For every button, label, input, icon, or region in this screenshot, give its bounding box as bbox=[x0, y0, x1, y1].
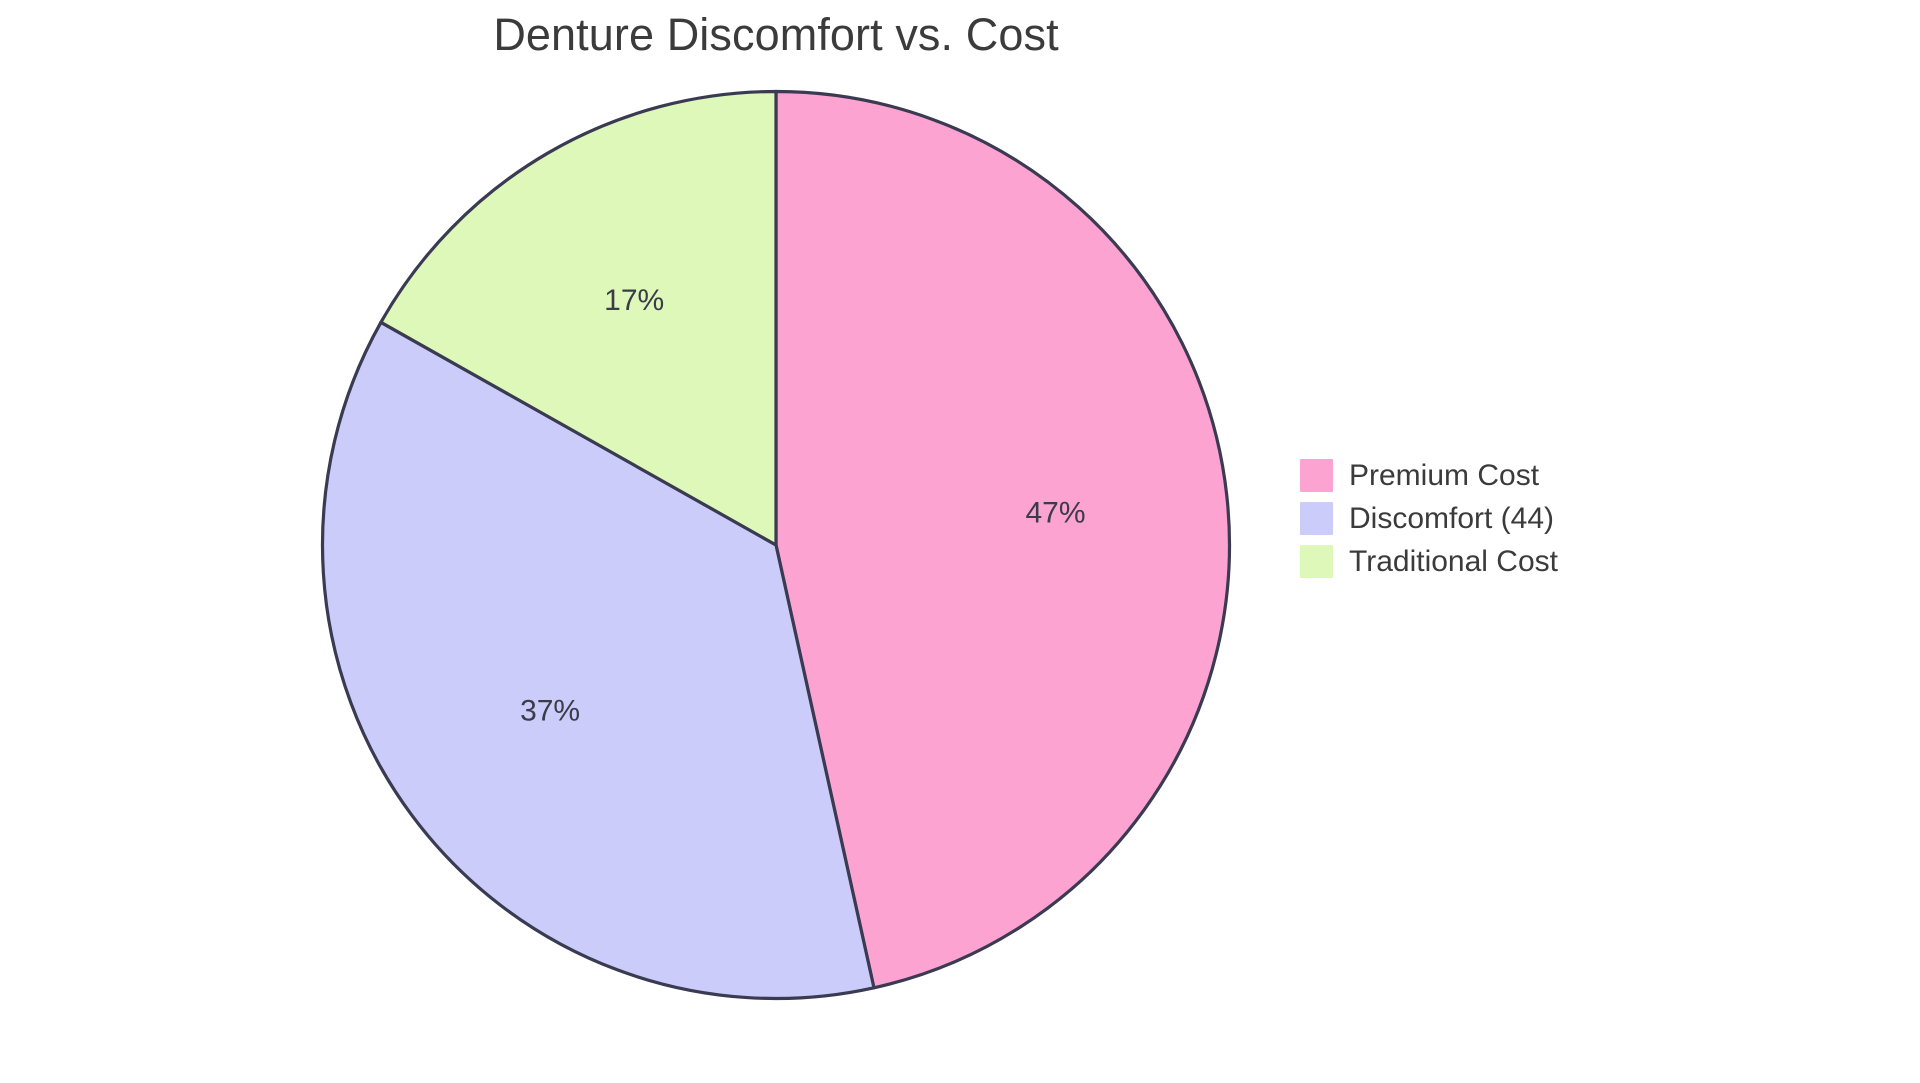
legend-swatch-traditional-cost bbox=[1300, 545, 1333, 578]
pie-slice-percent-label: 17% bbox=[604, 284, 664, 317]
pie-plot-area: 47% 37% 17% bbox=[320, 89, 1232, 1001]
legend-item-discomfort[interactable]: Discomfort (44) bbox=[1300, 502, 1558, 535]
pie-svg: 47% 37% 17% bbox=[320, 89, 1232, 1001]
pie-slice-percent-label: 37% bbox=[520, 694, 580, 727]
legend-label-premium-cost: Premium Cost bbox=[1349, 459, 1540, 492]
legend-item-traditional-cost[interactable]: Traditional Cost bbox=[1300, 545, 1558, 578]
legend-label-traditional-cost: Traditional Cost bbox=[1349, 545, 1558, 578]
pie-slice[interactable] bbox=[320, 320, 876, 1001]
chart-title: Denture Discomfort vs. Cost bbox=[493, 9, 1059, 60]
legend-label-discomfort: Discomfort (44) bbox=[1349, 502, 1555, 535]
legend-swatch-premium-cost bbox=[1300, 459, 1333, 492]
pie-slices-group bbox=[320, 89, 1232, 1001]
pie-slice-labels-group: 47% 37% 17% bbox=[520, 284, 1085, 727]
pie-slice-percent-label: 47% bbox=[1025, 496, 1085, 529]
legend-item-premium-cost[interactable]: Premium Cost bbox=[1300, 459, 1558, 492]
legend-swatch-discomfort bbox=[1300, 502, 1333, 535]
pie-slice[interactable] bbox=[774, 89, 1232, 990]
pie-slice[interactable] bbox=[379, 89, 778, 547]
chart-legend: Premium Cost Discomfort (44) Traditional… bbox=[1300, 459, 1558, 578]
